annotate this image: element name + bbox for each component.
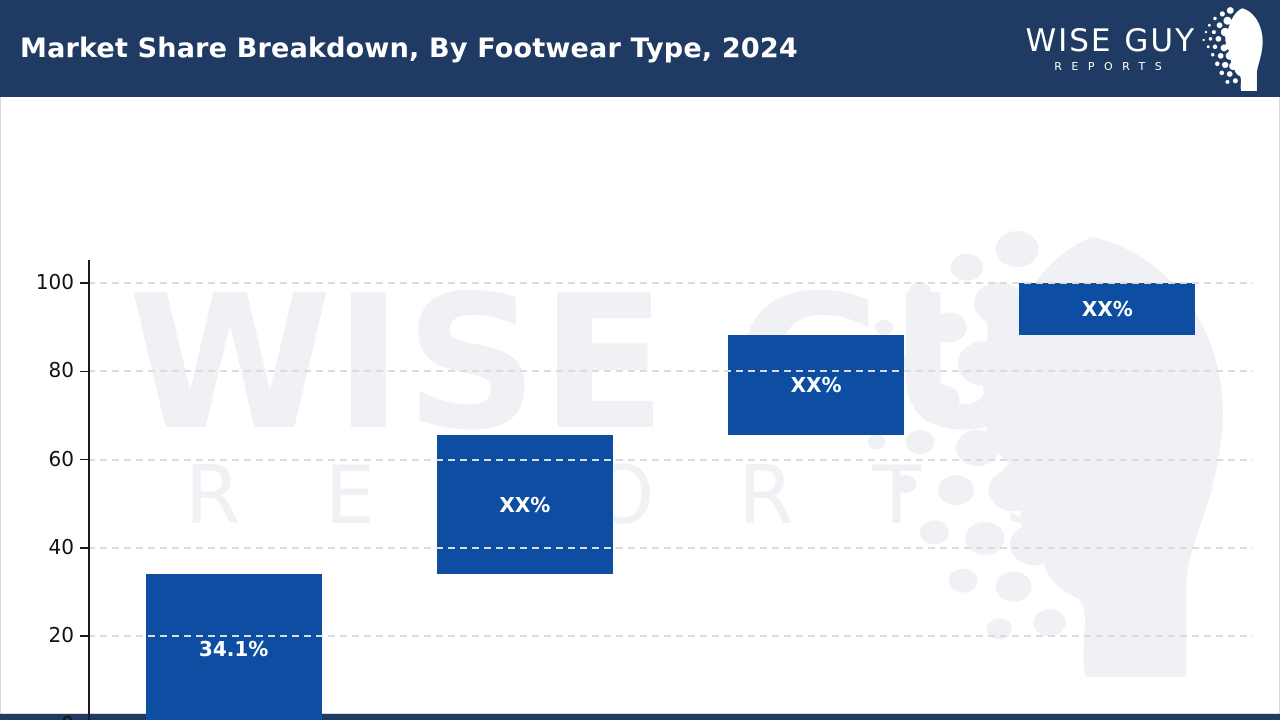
y-tick-label-80: 80 xyxy=(48,358,74,383)
bar-label-boots: XX% xyxy=(1081,297,1133,322)
bar-label-athletic-shoes: XX% xyxy=(499,492,551,517)
gridline-y-20 xyxy=(88,635,1253,638)
gridline-y-100 xyxy=(88,282,1253,284)
y-tick-mark-60 xyxy=(80,458,88,461)
logo-wordmark: WISE GUY xyxy=(1025,22,1196,59)
y-tick-mark-40 xyxy=(80,547,88,549)
bar-athletic-shoes: XX% xyxy=(436,435,613,574)
y-tick-mark-100 xyxy=(80,282,88,284)
head-profile-icon xyxy=(1202,7,1263,91)
y-tick-label-0: 0 xyxy=(4,712,74,720)
gridline-y-80 xyxy=(88,370,1253,373)
page-title: Market Share Breakdown, By Footwear Type… xyxy=(20,33,798,64)
wise-guy-reports-logo: WISE GUY REPORTS xyxy=(1025,6,1266,91)
y-axis-line xyxy=(88,260,90,720)
y-tick-label-60: 60 xyxy=(48,446,74,471)
bar-boots: XX% xyxy=(1019,283,1196,336)
bar-casual-shoes: 34.1% xyxy=(145,573,322,720)
logo-text: WISE GUY REPORTS xyxy=(1025,22,1196,73)
y-tick-label-20: 20 xyxy=(48,623,74,648)
y-tick-mark-80 xyxy=(80,370,88,373)
y-tick-label-100: 100 xyxy=(35,270,74,294)
header: Market Share Breakdown, By Footwear Type… xyxy=(0,0,1280,97)
footer-bar xyxy=(0,713,1280,720)
y-tick-label-40: 40 xyxy=(48,534,74,559)
logo-subtext: REPORTS xyxy=(1054,59,1172,73)
bar-label-casual-shoes: 34.1% xyxy=(198,637,269,662)
y-tick-mark-20 xyxy=(80,635,88,637)
gridline-y-40 xyxy=(88,546,1253,549)
chart-canvas: WISE GUY REPORTS 02040608010034.1%Casual… xyxy=(0,97,1280,720)
plot-area: 02040608010034.1%Casual ShoesXX%Athletic… xyxy=(36,260,1253,720)
gridline-y-60 xyxy=(88,458,1253,461)
bar-label-sandals: XX% xyxy=(790,373,842,398)
bar-sandals: XX% xyxy=(728,335,905,436)
